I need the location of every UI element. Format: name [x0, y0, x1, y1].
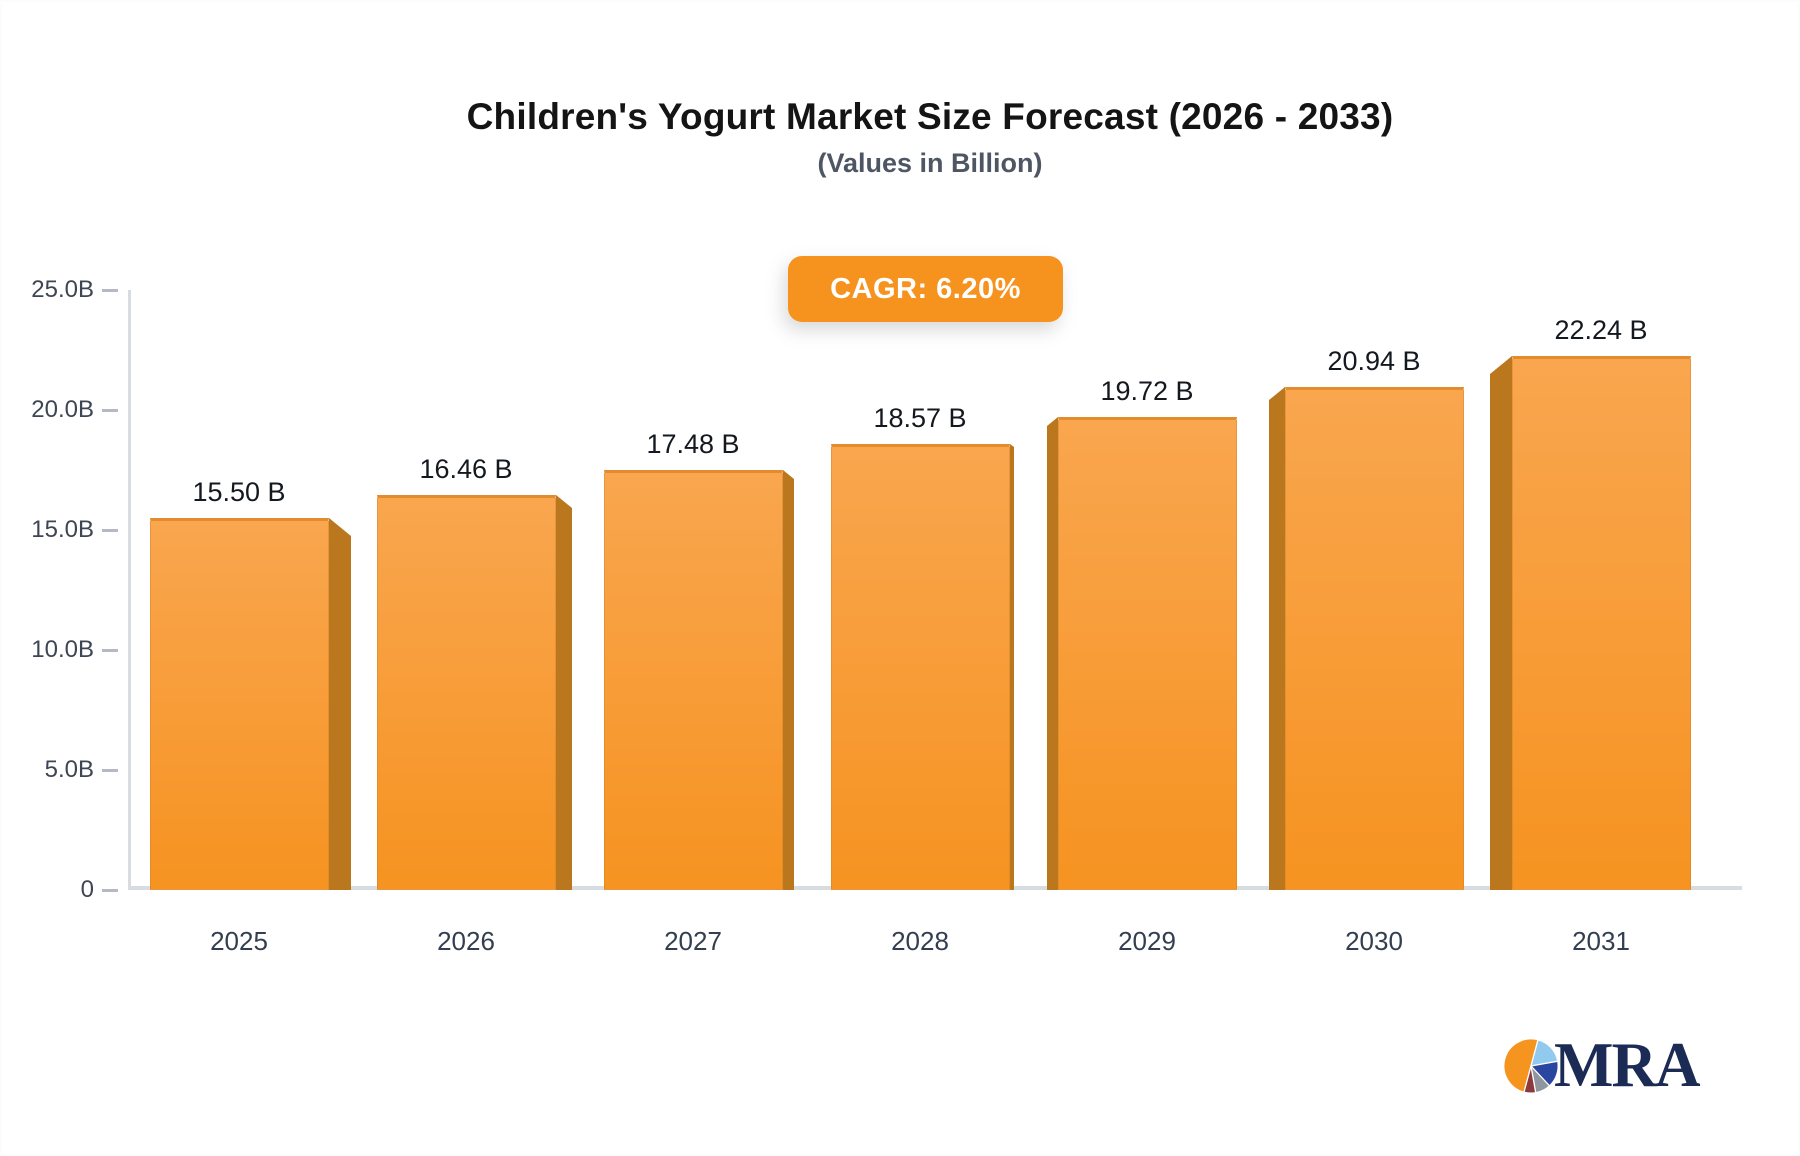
y-tick-mark [102, 888, 118, 892]
y-axis-line [128, 290, 131, 890]
mra-pie-icon [1503, 1037, 1559, 1094]
cagr-badge: CAGR: 6.20% [788, 256, 1063, 322]
chart-subtitle: (Values in Billion) [817, 148, 1043, 178]
bar-value-label: 15.50 B [192, 477, 286, 507]
y-tick-mark [102, 288, 118, 292]
cagr-badge-label: CAGR: 6.20% [830, 272, 1021, 305]
bar-side-face [1047, 417, 1058, 890]
y-axis-label: 10.0B [31, 636, 94, 663]
x-axis-label: 2026 [437, 926, 495, 956]
bar-2031 [1512, 356, 1691, 890]
bar-side-face [1490, 356, 1512, 890]
y-axis-label: 20.0B [31, 396, 94, 423]
y-axis-label: 25.0B [31, 276, 94, 303]
bar-value-label: 18.57 B [873, 403, 967, 433]
bar-2025 [150, 518, 329, 890]
bar-2028 [831, 444, 1010, 890]
bar-value-label: 22.24 B [1554, 315, 1648, 345]
chart-title: Children's Yogurt Market Size Forecast (… [466, 96, 1394, 137]
x-axis-label: 2031 [1572, 926, 1630, 956]
pie-slice-maroon [1523, 1064, 1537, 1094]
bar-side-face [783, 470, 794, 890]
y-tick-mark [102, 648, 118, 652]
y-tick-mark [102, 528, 118, 532]
x-axis-label: 2030 [1345, 926, 1403, 956]
y-axis-label: 15.0B [31, 516, 94, 543]
x-axis-label: 2028 [891, 926, 949, 956]
bar-side-face [329, 518, 351, 890]
mra-logo: MRA [1502, 1030, 1700, 1100]
mra-logo-text: MRA [1554, 1030, 1700, 1100]
x-axis-label: 2029 [1118, 926, 1176, 956]
y-tick-mark [102, 408, 118, 412]
bar-value-label: 17.48 B [646, 429, 740, 459]
bar-2030 [1285, 387, 1464, 890]
bar-side-face [556, 495, 572, 890]
pie-slice-orange [1503, 1037, 1539, 1093]
bar-value-label: 16.46 B [419, 454, 513, 484]
bar-2029 [1058, 417, 1237, 890]
bar-value-label: 20.94 B [1327, 346, 1421, 376]
x-axis-label: 2027 [664, 926, 722, 956]
bar-2026 [377, 495, 556, 890]
y-axis-label: 5.0B [44, 756, 94, 783]
x-axis-label: 2025 [210, 926, 268, 956]
bar-2027 [604, 470, 783, 890]
bar-side-face [1269, 387, 1285, 890]
bar-value-label: 19.72 B [1100, 376, 1194, 406]
y-axis-label: 0 [80, 876, 94, 903]
y-tick-mark [102, 768, 118, 772]
bar-side-face [1010, 444, 1014, 890]
